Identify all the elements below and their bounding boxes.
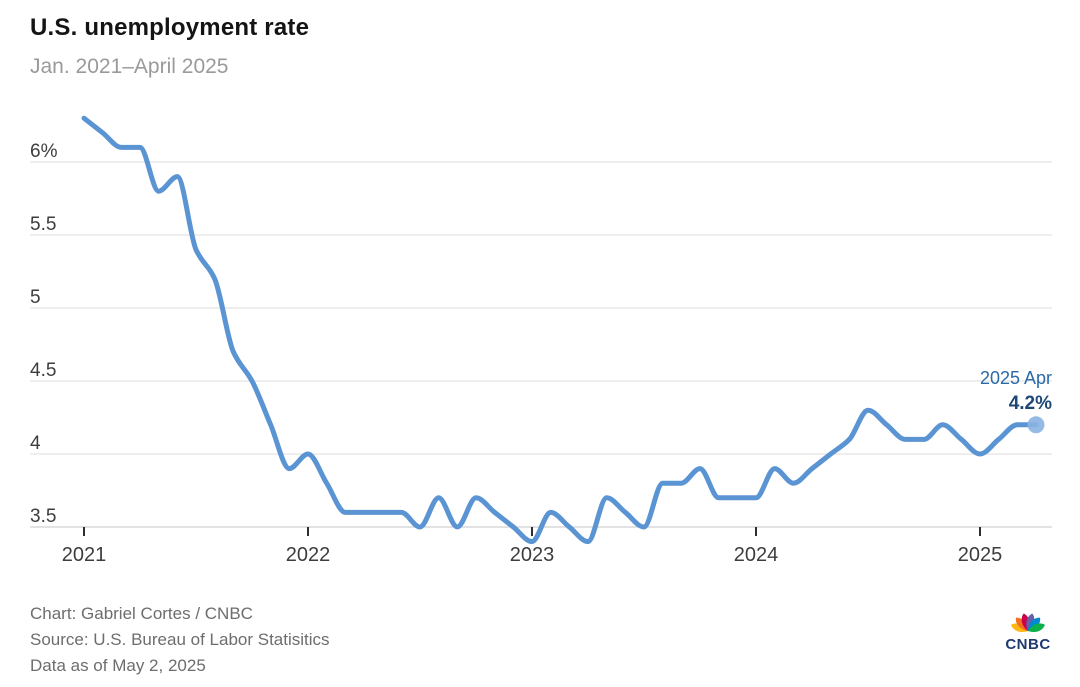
peacock-feather	[1011, 623, 1028, 633]
y-axis-label: 4.5	[30, 360, 56, 381]
footer-source: Source: U.S. Bureau of Labor Statisitics	[30, 630, 330, 649]
y-axis-label: 6%	[30, 141, 58, 162]
cnbc-wordmark: CNBC	[1005, 636, 1051, 653]
peacock-feather	[1028, 623, 1045, 633]
y-axis-label: 4	[30, 433, 41, 454]
footer-chart-credit: Chart: Gabriel Cortes / CNBC	[30, 604, 253, 623]
footer-credits: Chart: Gabriel Cortes / CNBC Source: U.S…	[30, 601, 330, 679]
x-axis-label: 2021	[62, 544, 107, 566]
x-axis-label: 2022	[286, 544, 331, 566]
page-subtitle: Jan. 2021–April 2025	[30, 55, 229, 78]
peacock-feather	[1026, 613, 1035, 631]
y-axis-label: 5.5	[30, 214, 56, 235]
annotation-date-label: 2025 Apr	[979, 368, 1052, 388]
y-axis-label: 5	[30, 287, 41, 308]
cnbc-peacock-icon	[1011, 613, 1045, 633]
y-axis-label: 3.5	[30, 506, 56, 527]
annotation-value-label: 4.2%	[1008, 393, 1052, 414]
x-axis-label: 2024	[734, 544, 779, 566]
unemployment-trend-line	[81, 115, 1039, 545]
x-axis-label: 2025	[958, 544, 1003, 566]
page-title: U.S. unemployment rate	[30, 14, 310, 41]
x-axis-label: 2023	[510, 544, 555, 566]
footer-data-as-of: Data as of May 2, 2025	[30, 656, 206, 675]
cnbc-logo: CNBC	[996, 606, 1060, 653]
end-point-dot	[1027, 416, 1045, 434]
end-point-annotation: 2025 Apr 4.2%	[980, 365, 1052, 417]
